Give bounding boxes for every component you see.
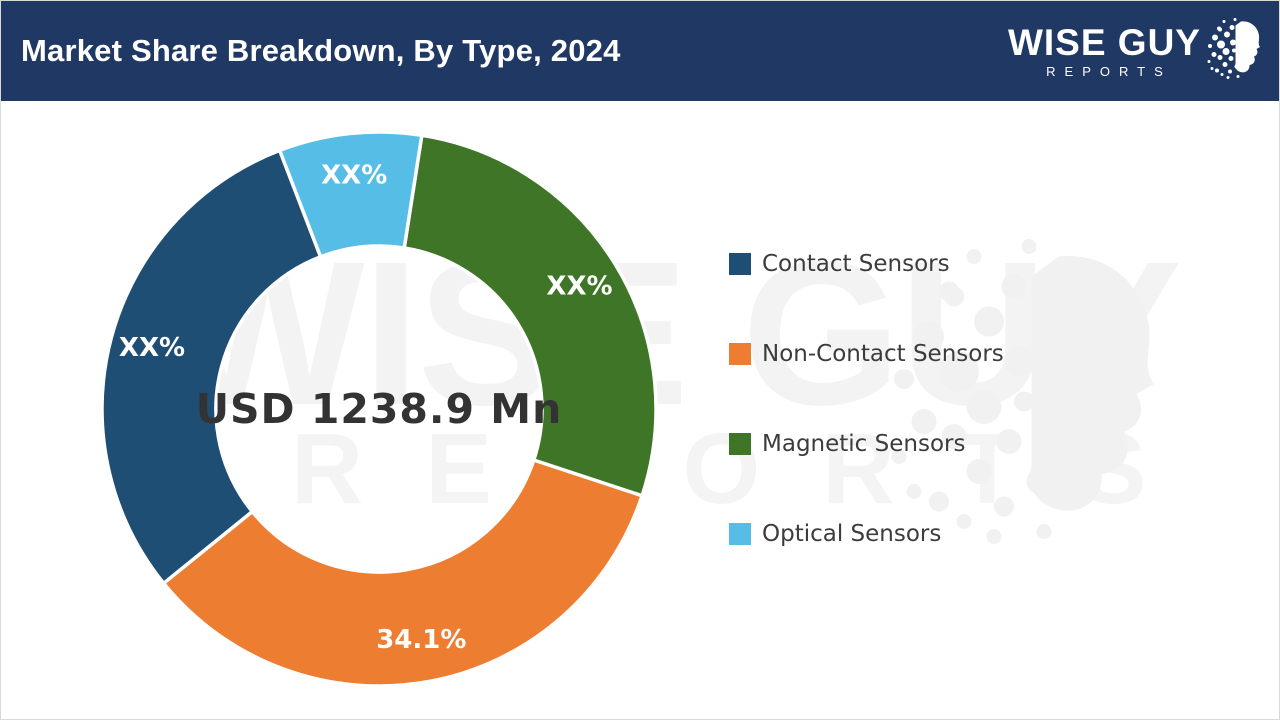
segment-value-label: XX% xyxy=(119,333,185,363)
chart-center-value: USD 1238.9 Mn xyxy=(195,385,563,433)
legend-label: Magnetic Sensors xyxy=(762,431,966,457)
segment-value-label: 34.1% xyxy=(376,625,466,655)
page-title: Market Share Breakdown, By Type, 2024 xyxy=(21,33,621,68)
logo-wordmark: WISE GUY xyxy=(1007,21,1201,63)
wise-guy-logo: WISE GUY REPORTS xyxy=(1008,13,1265,89)
legend-swatch-magnetic xyxy=(729,433,751,455)
logo-subtitle: REPORTS xyxy=(1046,63,1172,79)
donut-chart: XX% 34.1% XX% XX% xyxy=(100,130,658,688)
logo-head-profile-icon xyxy=(1207,18,1260,79)
donut-segment-magnetic-sensors xyxy=(402,133,658,498)
legend-item-non-contact-sensors: Non-Contact Sensors xyxy=(729,341,1004,367)
donut-segment-optical-sensors xyxy=(277,130,424,259)
watermark: WISE GUY REPORTS xyxy=(1,101,1279,719)
legend-swatch-non-contact xyxy=(729,343,751,365)
legend-label: Non-Contact Sensors xyxy=(762,341,1004,367)
legend-item-magnetic-sensors: Magnetic Sensors xyxy=(729,431,1004,457)
donut-segment-contact-sensors xyxy=(100,148,323,586)
legend-item-contact-sensors: Contact Sensors xyxy=(729,251,1004,277)
legend: Contact Sensors Non-Contact Sensors Magn… xyxy=(729,251,1004,611)
legend-item-optical-sensors: Optical Sensors xyxy=(729,521,1004,547)
legend-swatch-optical xyxy=(729,523,751,545)
legend-label: Optical Sensors xyxy=(762,521,942,547)
segment-value-label: XX% xyxy=(321,160,387,190)
header-bar: Market Share Breakdown, By Type, 2024 WI… xyxy=(1,1,1279,101)
donut-segment-non-contact-sensors xyxy=(161,458,644,688)
chart-area: WISE GUY REPORTS XX% 34.1% XX% XX% USD 1238… xyxy=(1,101,1279,719)
legend-swatch-contact xyxy=(729,253,751,275)
legend-label: Contact Sensors xyxy=(762,251,950,277)
segment-value-label: XX% xyxy=(546,271,612,301)
